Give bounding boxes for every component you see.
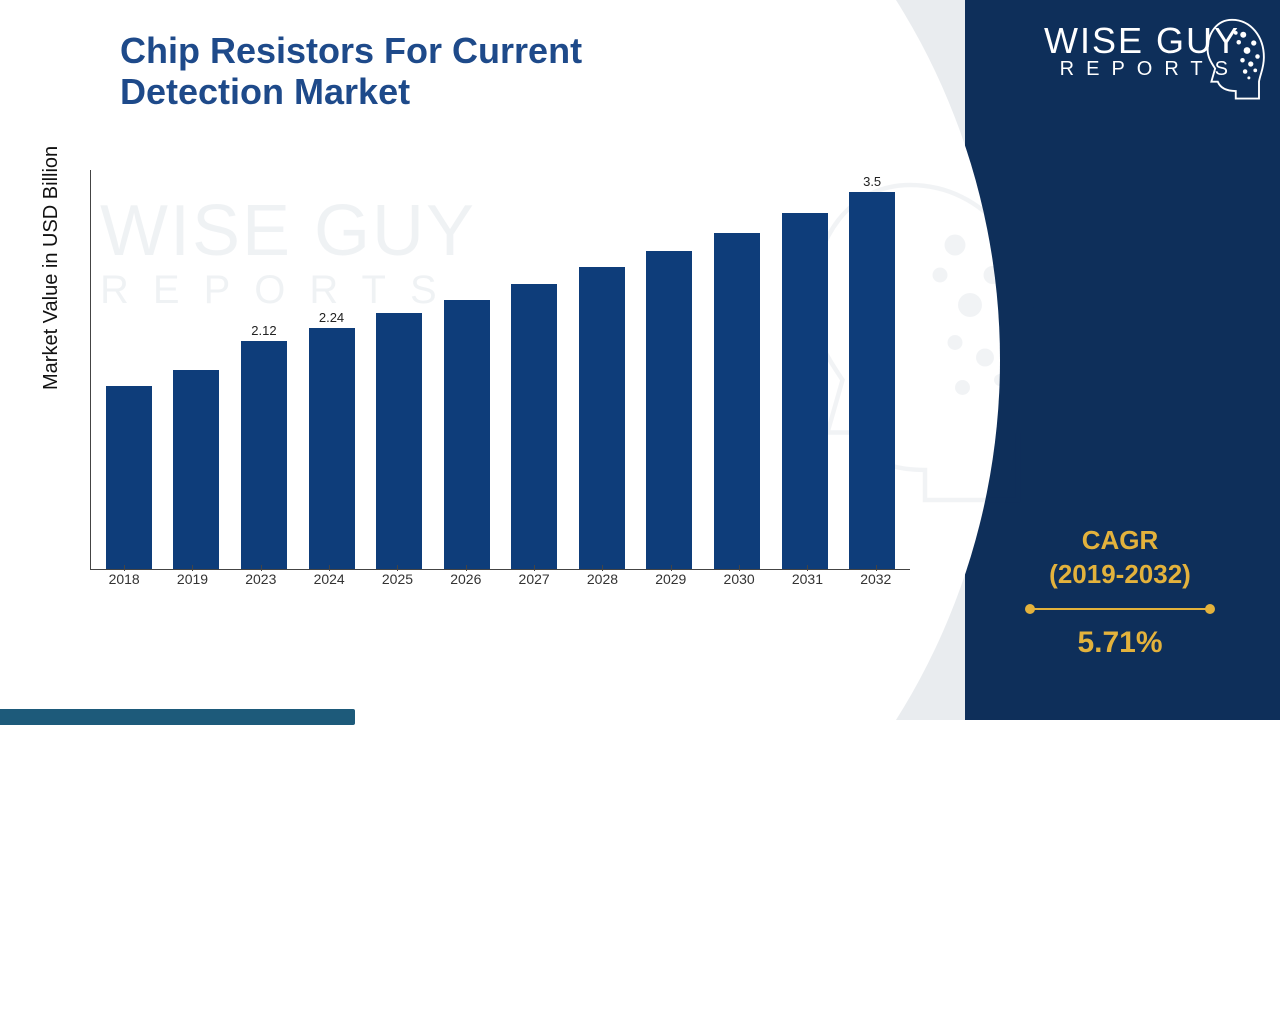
x-axis-line xyxy=(90,569,910,570)
footer-accent-bar xyxy=(0,709,355,725)
bar-group: 2.12 xyxy=(234,323,294,570)
bar-group xyxy=(775,195,835,570)
brand-logo: WISE GUY REPORTS xyxy=(1044,20,1240,81)
x-tick-label: 2023 xyxy=(231,571,291,600)
x-tick-label: 2031 xyxy=(777,571,837,600)
cagr-value: 5.71% xyxy=(1020,626,1220,660)
bar-group xyxy=(166,352,226,570)
bar xyxy=(444,300,490,570)
bar-group xyxy=(639,233,699,570)
x-tick-label: 2024 xyxy=(299,571,359,600)
x-tick-label: 2026 xyxy=(436,571,496,600)
brand-logo-top: WISE GUY xyxy=(1044,20,1240,62)
bar-group xyxy=(437,282,497,570)
bar xyxy=(714,233,760,570)
cagr-label: CAGR (2019-2032) xyxy=(1020,524,1220,592)
bar xyxy=(511,284,557,570)
bar-group xyxy=(504,266,564,570)
bar-chart: 2.12 2.24 3.5 2018 2019 2023 2024 2025 2026 2027… xyxy=(90,170,910,600)
bar-group: 3.5 xyxy=(842,174,902,570)
bar xyxy=(309,328,355,570)
bar xyxy=(646,251,692,570)
bar-group xyxy=(572,249,632,570)
bar xyxy=(579,267,625,570)
x-tick-label: 2027 xyxy=(504,571,564,600)
bar-group xyxy=(707,215,767,570)
bar-group: 2.24 xyxy=(302,310,362,570)
x-tick-label: 2032 xyxy=(846,571,906,600)
bar xyxy=(849,192,895,570)
chart-title: Chip Resistors For Current Detection Mar… xyxy=(120,30,720,113)
brand-logo-bottom: REPORTS xyxy=(1044,58,1240,81)
bar xyxy=(173,370,219,570)
bar xyxy=(106,386,152,570)
bar-value-label: 2.24 xyxy=(319,310,344,326)
bar-group xyxy=(99,368,159,570)
y-axis-label: Market Value in USD Billion xyxy=(40,146,63,390)
x-tick-label: 2019 xyxy=(162,571,222,600)
cagr-panel: CAGR (2019-2032) 5.71% xyxy=(1020,524,1220,660)
bar-group xyxy=(369,295,429,570)
cagr-divider xyxy=(1030,608,1210,610)
x-tick-label: 2030 xyxy=(709,571,769,600)
bar xyxy=(376,313,422,570)
bar xyxy=(782,213,828,570)
x-tick-label: 2029 xyxy=(641,571,701,600)
bar-value-label: 3.5 xyxy=(863,174,881,190)
x-tick-label: 2028 xyxy=(572,571,632,600)
x-tick-label: 2018 xyxy=(94,571,154,600)
bar xyxy=(241,341,287,570)
x-tick-label: 2025 xyxy=(367,571,427,600)
bar-value-label: 2.12 xyxy=(251,323,276,339)
